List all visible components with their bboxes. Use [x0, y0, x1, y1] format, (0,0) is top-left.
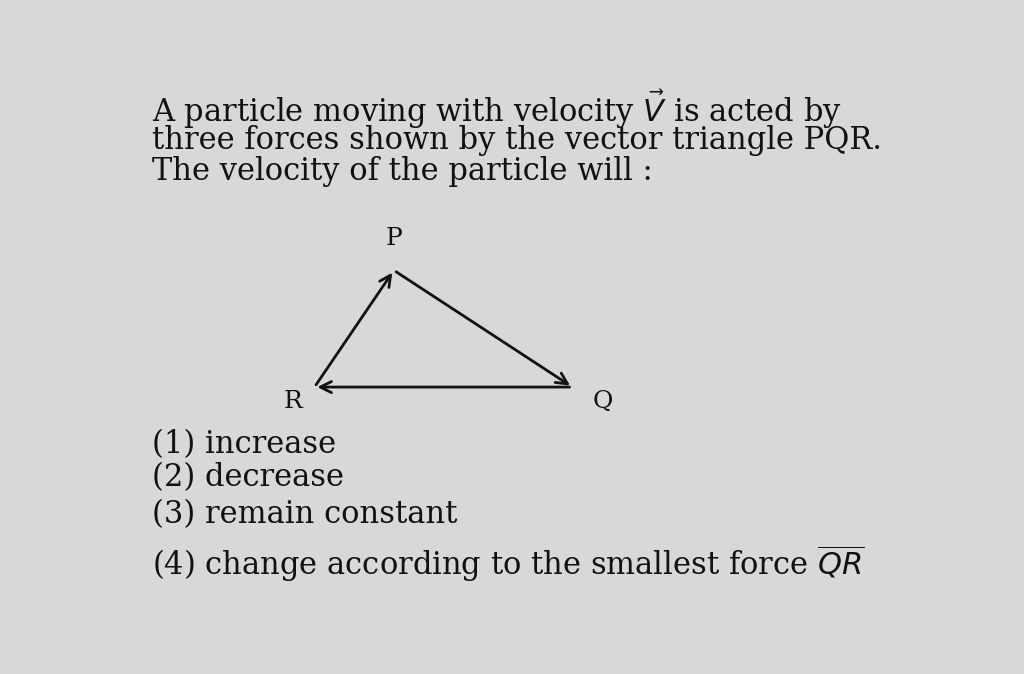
Text: (3) remain constant: (3) remain constant [152, 499, 457, 530]
Text: (4) change according to the smallest force $\overline{QR}$: (4) change according to the smallest for… [152, 543, 864, 584]
Text: (2) decrease: (2) decrease [152, 462, 344, 493]
Text: Q: Q [592, 390, 612, 412]
Text: R: R [284, 390, 303, 412]
Text: (1) increase: (1) increase [152, 429, 336, 460]
Text: P: P [385, 226, 402, 249]
Text: A particle moving with velocity $\vec{V}$ is acted by: A particle moving with velocity $\vec{V}… [152, 88, 842, 131]
Text: three forces shown by the vector triangle PQR.: three forces shown by the vector triangl… [152, 125, 882, 156]
Text: The velocity of the particle will :: The velocity of the particle will : [152, 156, 652, 187]
